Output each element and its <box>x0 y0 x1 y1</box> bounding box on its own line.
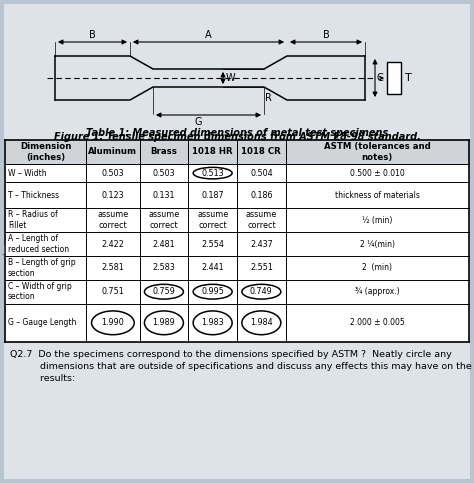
Text: 1.990: 1.990 <box>101 318 124 327</box>
Text: A – Length of
reduced section: A – Length of reduced section <box>8 234 69 254</box>
Text: ASTM (tolerances and
notes): ASTM (tolerances and notes) <box>324 142 431 162</box>
Text: Q2.7  Do the specimens correspond to the dimensions specified by ASTM ?  Neatly : Q2.7 Do the specimens correspond to the … <box>10 350 474 383</box>
Text: 0.131: 0.131 <box>153 191 175 200</box>
Text: G: G <box>195 117 202 127</box>
Text: B: B <box>89 30 96 40</box>
Text: 0.503: 0.503 <box>101 169 124 178</box>
Text: 0.751: 0.751 <box>101 287 124 296</box>
Text: G – Gauge Length: G – Gauge Length <box>8 318 76 327</box>
Text: 2.422: 2.422 <box>101 240 124 249</box>
Text: 1.989: 1.989 <box>153 318 175 327</box>
Text: 0.186: 0.186 <box>250 191 273 200</box>
Text: Aluminum: Aluminum <box>88 147 137 156</box>
Text: 2.551: 2.551 <box>250 263 273 272</box>
Text: 1018 CR: 1018 CR <box>241 147 281 156</box>
Text: ¾ (approx.): ¾ (approx.) <box>355 287 400 296</box>
Text: Dimension
(inches): Dimension (inches) <box>20 142 71 162</box>
Text: 0.123: 0.123 <box>101 191 124 200</box>
Text: thickness of materials: thickness of materials <box>335 191 420 200</box>
Text: B – Length of grip
section: B – Length of grip section <box>8 258 76 278</box>
Text: B: B <box>323 30 329 40</box>
Bar <box>5 140 469 164</box>
Text: 2 ¼(min): 2 ¼(min) <box>360 240 395 249</box>
Text: ½ (min): ½ (min) <box>362 216 392 225</box>
Text: 2.581: 2.581 <box>101 263 124 272</box>
Text: 0.995: 0.995 <box>201 287 224 296</box>
Text: Table 1: Measured dimensions of metal test specimens: Table 1: Measured dimensions of metal te… <box>86 128 388 138</box>
Text: 2.554: 2.554 <box>201 240 224 249</box>
Text: 0.504: 0.504 <box>250 169 273 178</box>
Text: assume
correct: assume correct <box>97 211 128 230</box>
Text: A: A <box>205 30 212 40</box>
Bar <box>5 140 469 342</box>
Text: 1.983: 1.983 <box>201 318 224 327</box>
Text: C: C <box>377 73 384 83</box>
Text: 2.481: 2.481 <box>153 240 175 249</box>
Text: 1018 HR: 1018 HR <box>192 147 233 156</box>
Text: 0.513: 0.513 <box>201 169 224 178</box>
Text: 2  (min): 2 (min) <box>362 263 392 272</box>
Text: Brass: Brass <box>150 147 177 156</box>
Text: R: R <box>264 93 272 103</box>
Text: 0.503: 0.503 <box>153 169 175 178</box>
Text: 2.437: 2.437 <box>250 240 273 249</box>
Bar <box>387 62 401 94</box>
Text: C – Width of grip
section: C – Width of grip section <box>8 282 72 301</box>
Text: 0.187: 0.187 <box>201 191 224 200</box>
Text: 1.984: 1.984 <box>250 318 273 327</box>
Text: J: J <box>3 245 6 255</box>
Text: 2.000 ± 0.005: 2.000 ± 0.005 <box>350 318 405 327</box>
Text: 0.759: 0.759 <box>153 287 175 296</box>
Text: assume
correct: assume correct <box>148 211 180 230</box>
Text: 2.583: 2.583 <box>153 263 175 272</box>
Text: W: W <box>226 73 236 83</box>
Text: T – Thickness: T – Thickness <box>8 191 59 200</box>
Text: assume
correct: assume correct <box>246 211 277 230</box>
Text: 0.749: 0.749 <box>250 287 273 296</box>
Text: Figure 1: Tensile specimen dimensions from ASTM E8-98 standard.: Figure 1: Tensile specimen dimensions fr… <box>54 132 420 142</box>
Text: assume
correct: assume correct <box>197 211 228 230</box>
Text: T: T <box>405 73 412 83</box>
Text: 2.441: 2.441 <box>201 263 224 272</box>
Text: 0.500 ± 0.010: 0.500 ± 0.010 <box>350 169 405 178</box>
Text: R – Radius of
Fillet: R – Radius of Fillet <box>8 211 58 230</box>
Text: W – Width: W – Width <box>8 169 46 178</box>
